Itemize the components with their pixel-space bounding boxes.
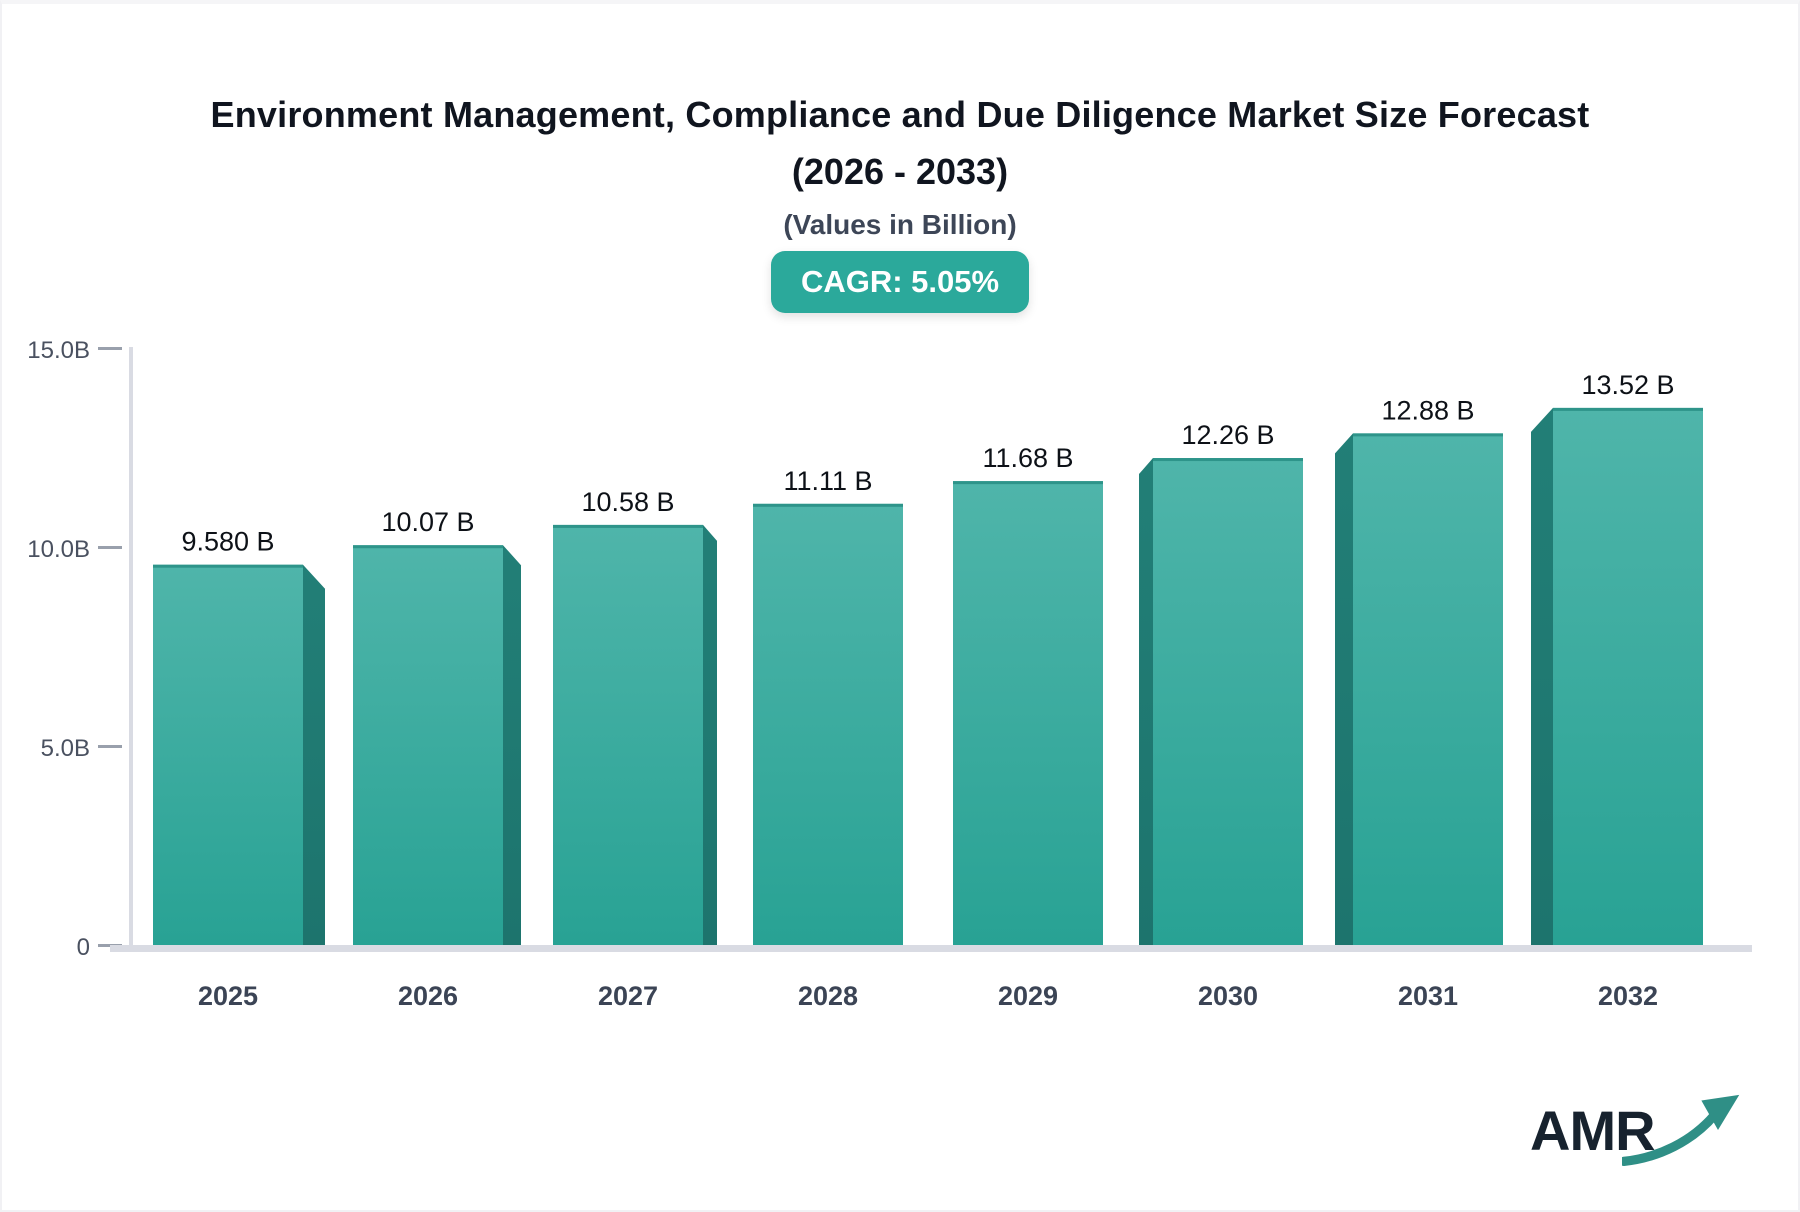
y-axis-line: [129, 347, 133, 952]
y-tick-dash: [98, 546, 122, 549]
bar-value-label: 9.580 B: [181, 527, 274, 557]
bar-top-edge: [1153, 458, 1303, 462]
x-axis-label: 2026: [398, 981, 458, 1011]
y-tick-label: 0: [77, 934, 90, 961]
bar-side-face: [1335, 433, 1353, 947]
bar-2031: [1353, 433, 1503, 947]
bar-side-face: [703, 524, 717, 946]
amr-logo-text: AMR: [1530, 1099, 1656, 1162]
bar-value-label: 11.11 B: [783, 466, 872, 496]
bar-2026: [353, 545, 503, 946]
bar-2027: [553, 524, 703, 946]
amr-logo: AMR: [1530, 1090, 1740, 1180]
bar-value-label: 12.88 B: [1381, 395, 1474, 425]
bar-top-edge: [1553, 407, 1703, 411]
y-tick-dash: [98, 745, 122, 748]
bar-top-edge: [553, 524, 703, 528]
bar-top-edge: [153, 564, 303, 568]
chart-header: Environment Management, Compliance and D…: [2, 4, 1798, 313]
bar-value-label: 13.52 B: [1581, 370, 1674, 400]
bar-top-edge: [753, 503, 903, 507]
x-axis-label: 2027: [598, 981, 658, 1011]
x-axis-line: [110, 945, 1752, 952]
bar-top-edge: [353, 545, 503, 549]
growth-arrow-icon: [1622, 1094, 1740, 1166]
bar-top-edge: [953, 481, 1103, 485]
chart-subtitle: (Values in Billion): [783, 209, 1017, 240]
bar-side-face: [503, 545, 521, 946]
bar-top-edge: [1353, 433, 1503, 437]
bar-value-label: 10.07 B: [381, 507, 474, 537]
x-axis-label: 2025: [198, 981, 258, 1011]
bar-2029: [953, 481, 1103, 946]
bar-side-face: [1139, 458, 1153, 946]
x-axis-label: 2030: [1198, 981, 1258, 1011]
y-tick-label: 5.0B: [41, 735, 90, 762]
x-axis-label: 2031: [1398, 981, 1458, 1011]
bar-value-label: 10.58 B: [581, 487, 674, 517]
bar-2025: [153, 564, 303, 946]
y-tick-dash: [98, 347, 122, 350]
bar-side-face: [303, 564, 325, 946]
bar-2032: [1553, 407, 1703, 946]
y-tick-label: 15.0B: [27, 337, 90, 364]
x-axis-label: 2032: [1598, 981, 1658, 1011]
bar-value-label: 11.68 B: [982, 443, 1073, 473]
y-tick-label: 10.0B: [27, 536, 90, 563]
page-title-years: (2026 - 2033): [791, 151, 1009, 192]
bar-2028: [753, 503, 903, 946]
x-axis-label: 2029: [998, 981, 1058, 1011]
bar-value-label: 12.26 B: [1181, 420, 1274, 450]
bar-side-face: [1531, 407, 1553, 946]
page-title: Environment Management, Compliance and D…: [210, 94, 1590, 135]
bar-chart: 0 5.0B 10.0B 15.0B 9.580 B 2025 10.07 B 2026 10.…: [27, 337, 1752, 1011]
x-axis-label: 2028: [798, 981, 858, 1011]
cagr-badge: CAGR: 5.05%: [770, 251, 1030, 313]
bar-2030: [1153, 458, 1303, 946]
